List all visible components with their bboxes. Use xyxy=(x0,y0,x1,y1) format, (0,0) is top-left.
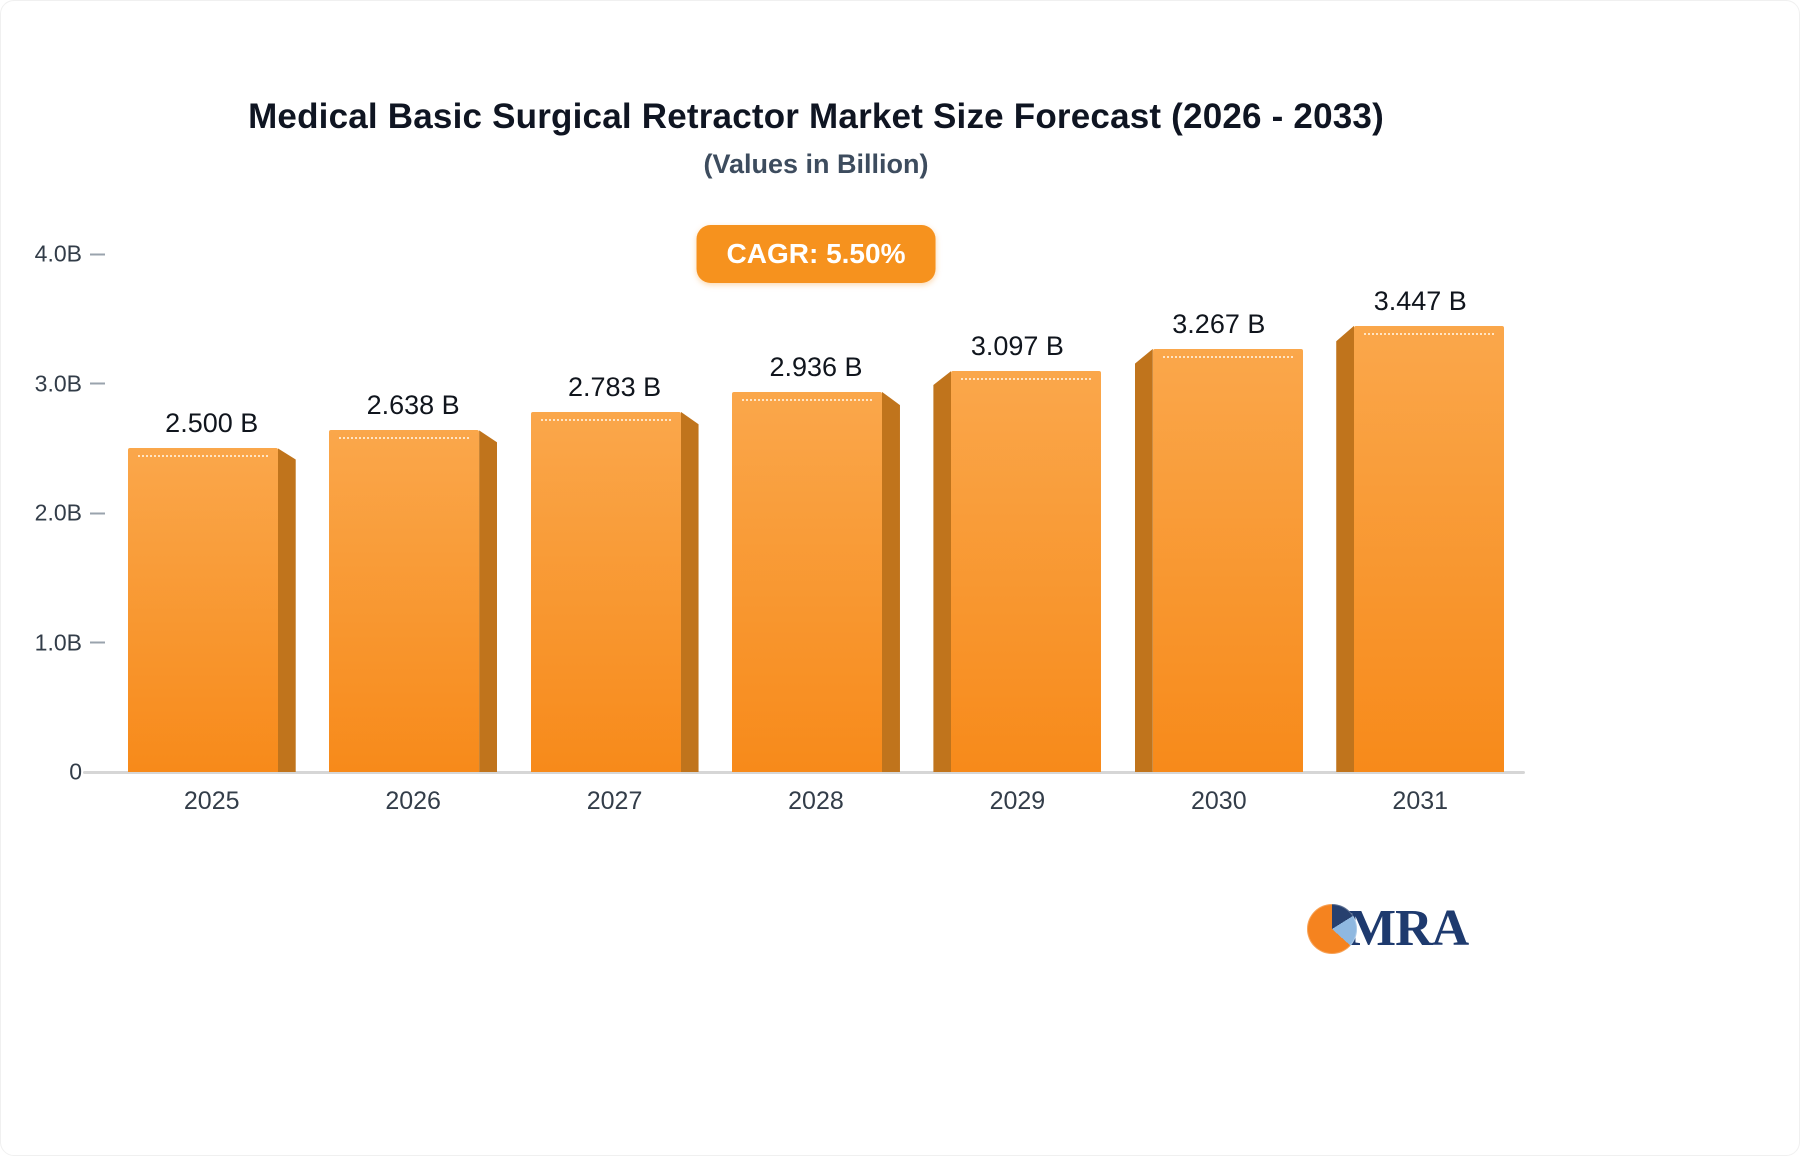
y-tick-label: 0 xyxy=(69,758,82,785)
logo-pie-icon xyxy=(1307,904,1357,954)
y-tick-label: 2.0B xyxy=(34,499,82,526)
bar-top-dotted-line xyxy=(1162,355,1293,358)
bar-face xyxy=(329,430,480,772)
bar-top-dotted-line xyxy=(137,455,268,458)
y-tick-mark xyxy=(90,641,105,644)
bar-side-shade xyxy=(933,370,952,772)
bar-top-dotted-line xyxy=(961,377,1092,380)
x-axis-label: 2027 xyxy=(586,787,643,815)
bars-row: 2.500 B 2.638 B 2.783 B 2.936 B 3.097 B 3.267… xyxy=(111,254,1521,772)
bar-value-label: 2.783 B xyxy=(568,371,662,402)
bar-side-shade xyxy=(1134,348,1153,772)
y-tick-mark xyxy=(90,382,105,385)
bar-face xyxy=(530,411,681,772)
bar-face xyxy=(1152,348,1303,772)
bar-face xyxy=(1354,325,1505,772)
bar-top-dotted-line xyxy=(741,398,872,401)
y-tick-mark xyxy=(90,253,105,255)
bar-value-label: 2.638 B xyxy=(366,390,460,421)
bar-column: 3.267 B xyxy=(1118,254,1319,772)
bar-column: 2.936 B xyxy=(715,254,916,772)
bar-value-label: 3.447 B xyxy=(1373,285,1467,316)
bar-side-shade xyxy=(1336,325,1355,772)
x-axis-label: 2026 xyxy=(385,787,441,815)
bar-column: 2.500 B xyxy=(111,254,312,772)
bar-top-dotted-line xyxy=(540,418,671,421)
bar-face xyxy=(731,391,882,772)
y-tick: 3.0B xyxy=(24,370,105,397)
cagr-badge: CAGR: 5.50% xyxy=(696,225,936,283)
y-axis: 0 1.0B 2.0B 3.0B 4.0B xyxy=(1,241,105,785)
bar xyxy=(731,391,900,772)
bar-value-label: 3.267 B xyxy=(1172,308,1266,339)
x-axis-label: 2030 xyxy=(1191,787,1247,815)
x-axis-baseline xyxy=(83,771,1525,774)
bar-side-shade xyxy=(680,411,699,772)
y-tick: 1.0B xyxy=(24,629,105,656)
bar xyxy=(530,411,699,772)
x-axis-label: 2031 xyxy=(1392,787,1449,815)
bar xyxy=(1134,348,1303,772)
bar-top-dotted-line xyxy=(1364,332,1495,335)
y-tick-mark xyxy=(90,512,105,514)
bar-side-shade xyxy=(277,448,296,772)
x-axis-label: 2028 xyxy=(788,787,844,815)
bar xyxy=(329,430,498,772)
chart-title: Medical Basic Surgical Retractor Market … xyxy=(248,97,1384,136)
y-tick: 2.0B xyxy=(24,500,105,527)
bar-value-label: 2.936 B xyxy=(769,351,863,382)
bar xyxy=(933,370,1102,772)
x-axis-label: 2025 xyxy=(183,787,240,815)
bar-value-label: 3.097 B xyxy=(970,330,1064,361)
y-tick-label: 1.0B xyxy=(34,629,82,655)
bar-column: 3.447 B xyxy=(1320,254,1521,772)
bar-side-shade xyxy=(881,391,900,772)
bar xyxy=(127,448,296,772)
logo-text: MRA xyxy=(1347,900,1469,957)
x-axis-label: 2029 xyxy=(989,787,1046,815)
bar-face xyxy=(951,370,1102,772)
logo: MRA xyxy=(1307,900,1469,957)
chart-subtitle: (Values in Billion) xyxy=(703,149,929,179)
bar-column: 2.638 B xyxy=(312,254,513,772)
bar-column: 3.097 B xyxy=(917,254,1118,772)
y-tick: 4.0B xyxy=(24,241,105,268)
bar xyxy=(1336,325,1505,772)
bar-top-dotted-line xyxy=(339,437,470,440)
bar-face xyxy=(127,448,278,772)
plot-area: 2.500 B 2.638 B 2.783 B 2.936 B 3.097 B 3.267… xyxy=(83,254,1525,774)
x-axis: 2025 2026 2027 2028 2029 2030 2031 xyxy=(111,787,1521,816)
y-tick-label: 4.0B xyxy=(34,240,82,267)
bar-side-shade xyxy=(479,430,498,772)
y-tick-label: 3.0B xyxy=(34,370,82,396)
bar-column: 2.783 B xyxy=(514,254,715,772)
bar-value-label: 2.500 B xyxy=(165,408,259,439)
